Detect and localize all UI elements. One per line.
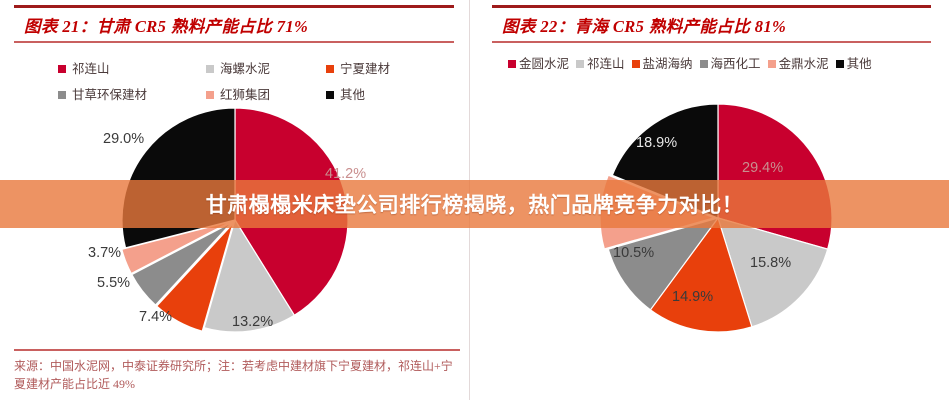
footnote-block-left: 来源：中国水泥网，中泰证券研究所；注：若考虑中建材旗下宁夏建材，祁连山+宁夏建材… — [14, 348, 460, 394]
page-title-right: 图表 22：青海 CR5 熟料产能占比 81% — [502, 17, 787, 36]
pie-slice[interactable] — [155, 223, 234, 332]
legend-item-ningxia[interactable]: 宁夏建材 — [326, 63, 438, 76]
slice-label-jinyuan: 29.4% — [742, 160, 784, 176]
legend-swatch-icon — [508, 60, 516, 69]
slice-label-ningxia: 7.4% — [139, 309, 173, 325]
slice-label-yanhuhaina: 14.9% — [672, 289, 714, 305]
slice-label-conch: 13.2% — [232, 314, 274, 330]
pie-slice[interactable] — [121, 220, 232, 275]
pie-slice[interactable] — [649, 216, 753, 333]
pie-slice[interactable] — [717, 217, 829, 328]
pie-slice[interactable] — [203, 218, 296, 333]
legend-label: 祁连山 — [587, 57, 625, 71]
legend-swatch-icon — [326, 65, 334, 73]
footnote-text-left: 来源：中国水泥网，中泰证券研究所；注：若考虑中建材旗下宁夏建材，祁连山+宁夏建材… — [14, 358, 453, 392]
legend-item-yanhuhaina[interactable]: 盐湖海纳 — [631, 57, 693, 71]
page-title-left: 图表 21：甘肃 CR5 熟料产能占比 71% — [24, 17, 309, 36]
title-row: 图表 21：甘肃 CR5 熟料产能占比 71% — [14, 8, 454, 41]
legend-label: 海西化工 — [710, 57, 761, 71]
legend-swatch-icon — [699, 60, 708, 69]
legend-swatch-icon — [835, 60, 844, 69]
legend-item-jinding[interactable]: 金鼎水泥 — [767, 57, 829, 71]
slice-label-gancao: 5.5% — [97, 275, 131, 291]
legend-swatch-icon — [576, 60, 585, 69]
legend-item-qilianshan[interactable]: 祁连山 — [576, 58, 625, 71]
legend-item-conch[interactable]: 海螺水泥 — [206, 63, 326, 76]
legend-item-gancao[interactable]: 甘草环保建材 — [58, 89, 206, 102]
slice-label-qilianshan-r: 15.8% — [750, 255, 792, 271]
slice-label-hongshi: 3.7% — [88, 245, 122, 261]
pie-slice[interactable] — [607, 216, 720, 311]
legend-swatch-icon — [58, 65, 66, 73]
legend-label: 盐湖海纳 — [642, 57, 693, 71]
title-row: 图表 22：青海 CR5 熟料产能占比 81% — [492, 8, 931, 41]
legend-label: 祁连山 — [72, 61, 110, 76]
legend-item-jinyuan[interactable]: 金圆水泥 — [508, 58, 569, 71]
title-rule-bottom — [492, 41, 931, 43]
legend-swatch-icon — [206, 65, 214, 73]
legend-swatch-icon — [58, 91, 66, 99]
legend-label: 甘草环保建材 — [72, 87, 148, 102]
slice-label-other-r: 18.9% — [636, 135, 678, 151]
legend-label: 宁夏建材 — [340, 61, 391, 76]
chart-panel-qinghai: 图表 22：青海 CR5 熟料产能占比 81% 来源：中国水泥网，中泰证券研究所 — [470, 0, 949, 400]
legend-qinghai: 金圆水泥 祁连山 盐湖海纳 海西化工 金鼎水泥 其他 — [508, 58, 918, 71]
legend-swatch-icon — [767, 60, 776, 69]
legend-item-haixi[interactable]: 海西化工 — [699, 57, 761, 71]
title-rule-bottom — [14, 41, 454, 43]
promo-banner-text: 甘肃榻榻米床垫公司排行榜揭晓，热门品牌竞争力对比！ — [205, 193, 744, 217]
chart-title-block-left: 图表 21：甘肃 CR5 熟料产能占比 71% — [14, 5, 454, 43]
title-rule-top — [492, 5, 931, 8]
legend-label: 其他 — [340, 87, 366, 102]
legend-label: 海螺水泥 — [220, 61, 271, 76]
legend-gansu: 祁连山 海螺水泥 宁夏建材 甘草环保建材 红狮集团 其他 — [58, 56, 438, 108]
legend-item-other[interactable]: 其他 — [326, 89, 438, 102]
legend-swatch-icon — [326, 91, 334, 99]
title-rule-top — [14, 5, 454, 8]
legend-swatch-icon — [631, 60, 640, 69]
slice-label-other: 29.0% — [103, 131, 145, 147]
legend-label: 红狮集团 — [220, 87, 271, 102]
legend-item-other[interactable]: 其他 — [835, 57, 872, 71]
slice-label-haixi: 10.5% — [613, 245, 655, 261]
slice-label-qilianshan: 41.2% — [325, 166, 367, 182]
legend-swatch-icon — [206, 91, 214, 99]
footnote-rule — [14, 348, 460, 351]
legend-label: 其他 — [846, 57, 872, 71]
chart-title-block-right: 图表 22：青海 CR5 熟料产能占比 81% — [492, 5, 931, 43]
legend-item-qilianshan[interactable]: 祁连山 — [58, 63, 206, 76]
promo-banner: 甘肃榻榻米床垫公司排行榜揭晓，热门品牌竞争力对比！ — [0, 180, 949, 228]
legend-item-hongshi[interactable]: 红狮集团 — [206, 89, 326, 102]
legend-label: 金鼎水泥 — [778, 57, 829, 71]
legend-label: 金圆水泥 — [519, 57, 570, 71]
pie-slice[interactable] — [130, 221, 233, 306]
